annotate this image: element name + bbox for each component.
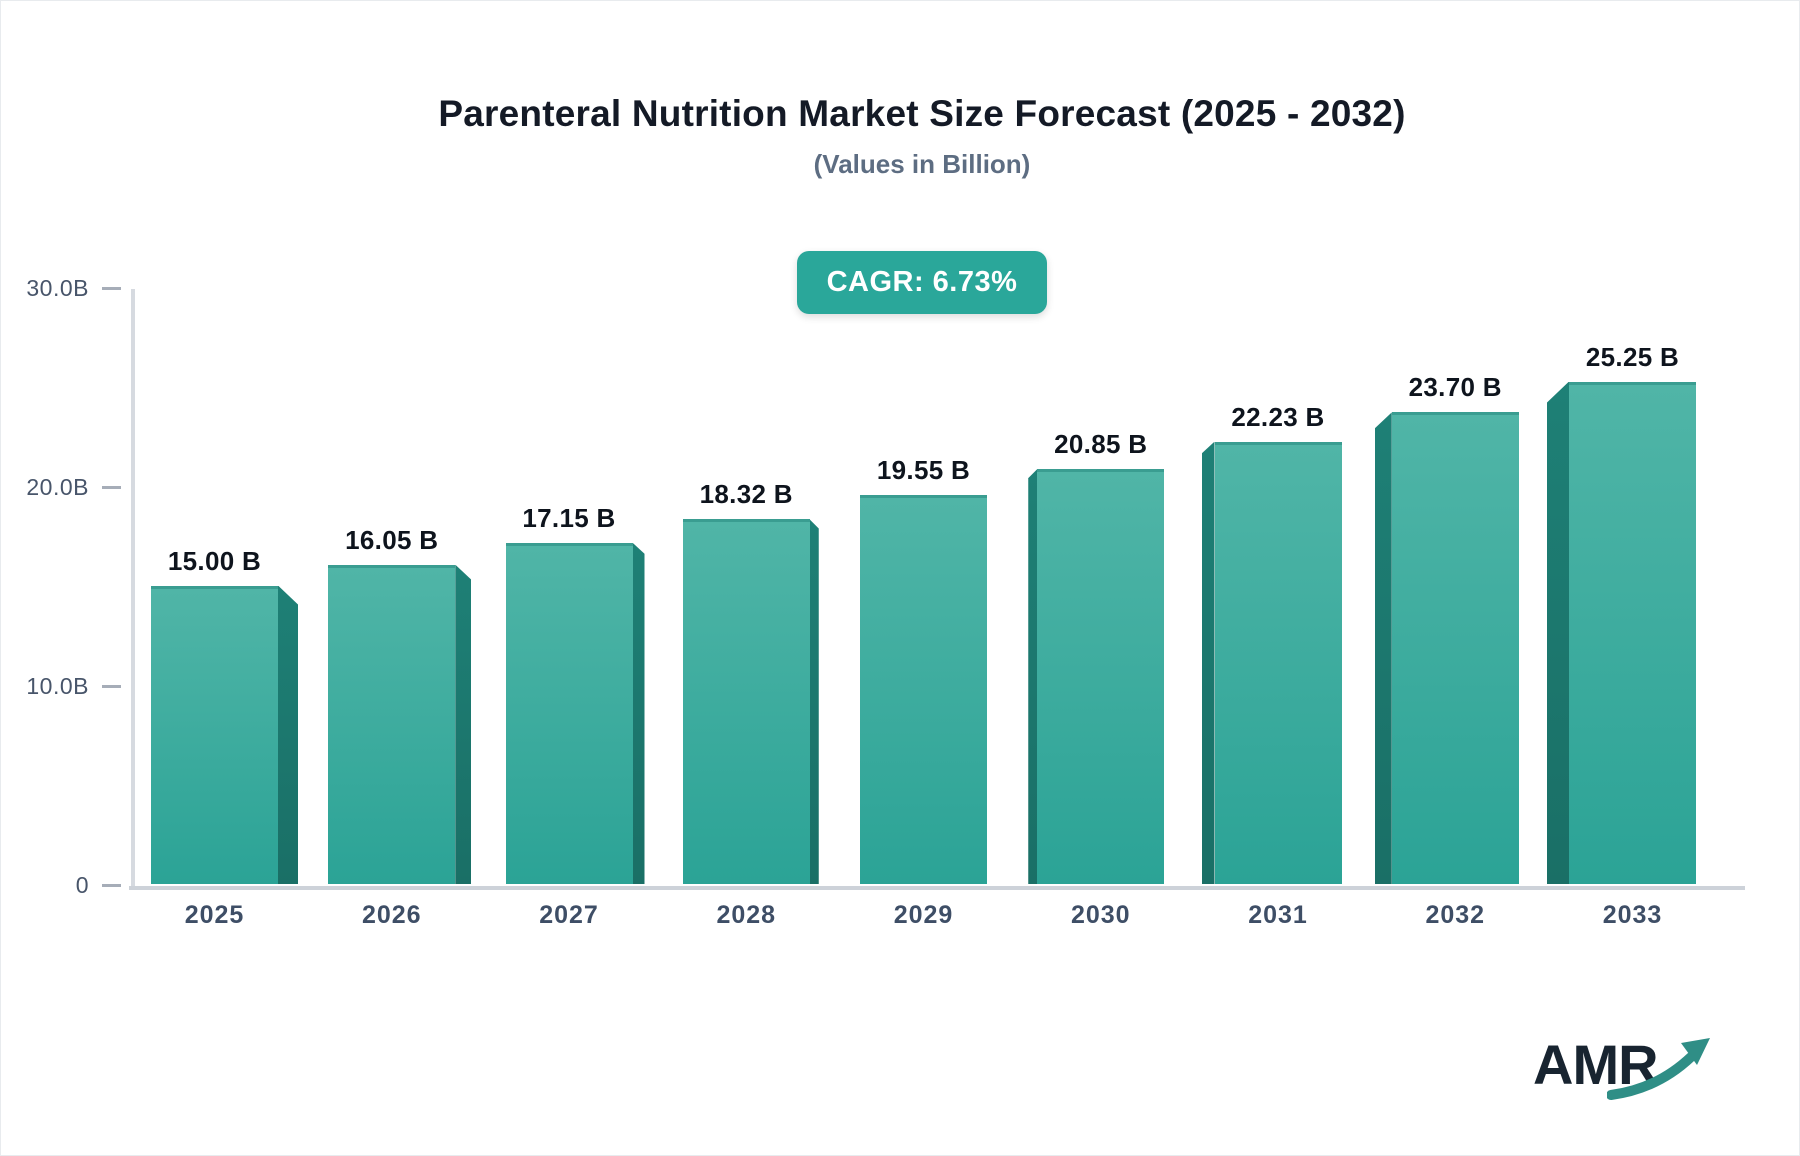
x-axis-label-2032: 2032 xyxy=(1425,901,1486,929)
bar-value-label: 23.70 B xyxy=(1408,372,1502,403)
x-axis-label-2029: 2029 xyxy=(893,901,954,929)
x-axis-label-2031: 2031 xyxy=(1248,901,1308,929)
y-axis-tick-mark xyxy=(102,685,121,688)
bar-3d-side xyxy=(632,542,645,884)
bar-3d-side xyxy=(1028,469,1038,884)
x-axis-label-2028: 2028 xyxy=(716,901,777,929)
bar-3d-side xyxy=(1547,381,1569,884)
x-axis-label-2025: 2025 xyxy=(184,901,245,929)
bar-2033 xyxy=(1569,381,1696,884)
bar-2029 xyxy=(860,494,987,884)
bar-value-label: 16.05 B xyxy=(345,524,439,555)
bar-value-label: 20.85 B xyxy=(1054,429,1148,460)
bar-3d-side xyxy=(278,585,298,884)
bar-2031 xyxy=(1214,441,1342,884)
bar-3d-side xyxy=(1374,412,1392,884)
brand-logo-text: AMR xyxy=(1533,1033,1659,1096)
cagr-badge-row: CAGR: 6.73% xyxy=(45,251,1799,314)
bar-3d-side xyxy=(809,519,819,884)
y-axis-tick-label: 10.0B xyxy=(26,673,89,699)
page-subtitle: (Values in Billion) xyxy=(813,149,1031,179)
bar-2026 xyxy=(328,564,456,884)
y-axis-tick-mark xyxy=(102,884,121,887)
bar-value-label: 25.25 B xyxy=(1585,341,1680,372)
bar-2030 xyxy=(1037,469,1165,884)
x-axis-label-2026: 2026 xyxy=(361,901,422,929)
bar-2032 xyxy=(1391,412,1519,884)
x-axis-line xyxy=(129,886,1745,890)
cagr-badge: CAGR: 6.73% xyxy=(796,251,1048,314)
bar-value-label: 22.23 B xyxy=(1231,401,1325,432)
y-axis-tick-mark xyxy=(102,287,121,290)
bar-value-label: 18.32 B xyxy=(699,479,793,510)
x-axis-label-2030: 2030 xyxy=(1070,901,1131,929)
x-axis-label-2033: 2033 xyxy=(1602,901,1663,929)
bar-2028 xyxy=(682,519,810,884)
y-axis-tick-label: 30.0B xyxy=(26,275,89,301)
bar-value-label: 19.55 B xyxy=(876,454,971,485)
bar-3d-side xyxy=(455,564,472,884)
x-axis-label-2027: 2027 xyxy=(539,901,599,929)
bar-value-label: 15.00 B xyxy=(167,545,262,576)
page-title: Parenteral Nutrition Market Size Forecas… xyxy=(438,93,1406,134)
y-axis-tick-label: 0 xyxy=(75,872,89,898)
bar-2025 xyxy=(151,585,278,884)
bar-2027 xyxy=(505,542,633,884)
y-axis-line xyxy=(131,289,135,890)
y-axis-tick-mark xyxy=(102,486,121,489)
brand-logo: AMR xyxy=(1533,1037,1710,1100)
growth-arrow-icon xyxy=(1607,1038,1710,1100)
y-axis-tick-label: 20.0B xyxy=(26,474,89,500)
bar-3d-side xyxy=(1201,441,1215,884)
bar-value-label: 17.15 B xyxy=(522,502,616,533)
